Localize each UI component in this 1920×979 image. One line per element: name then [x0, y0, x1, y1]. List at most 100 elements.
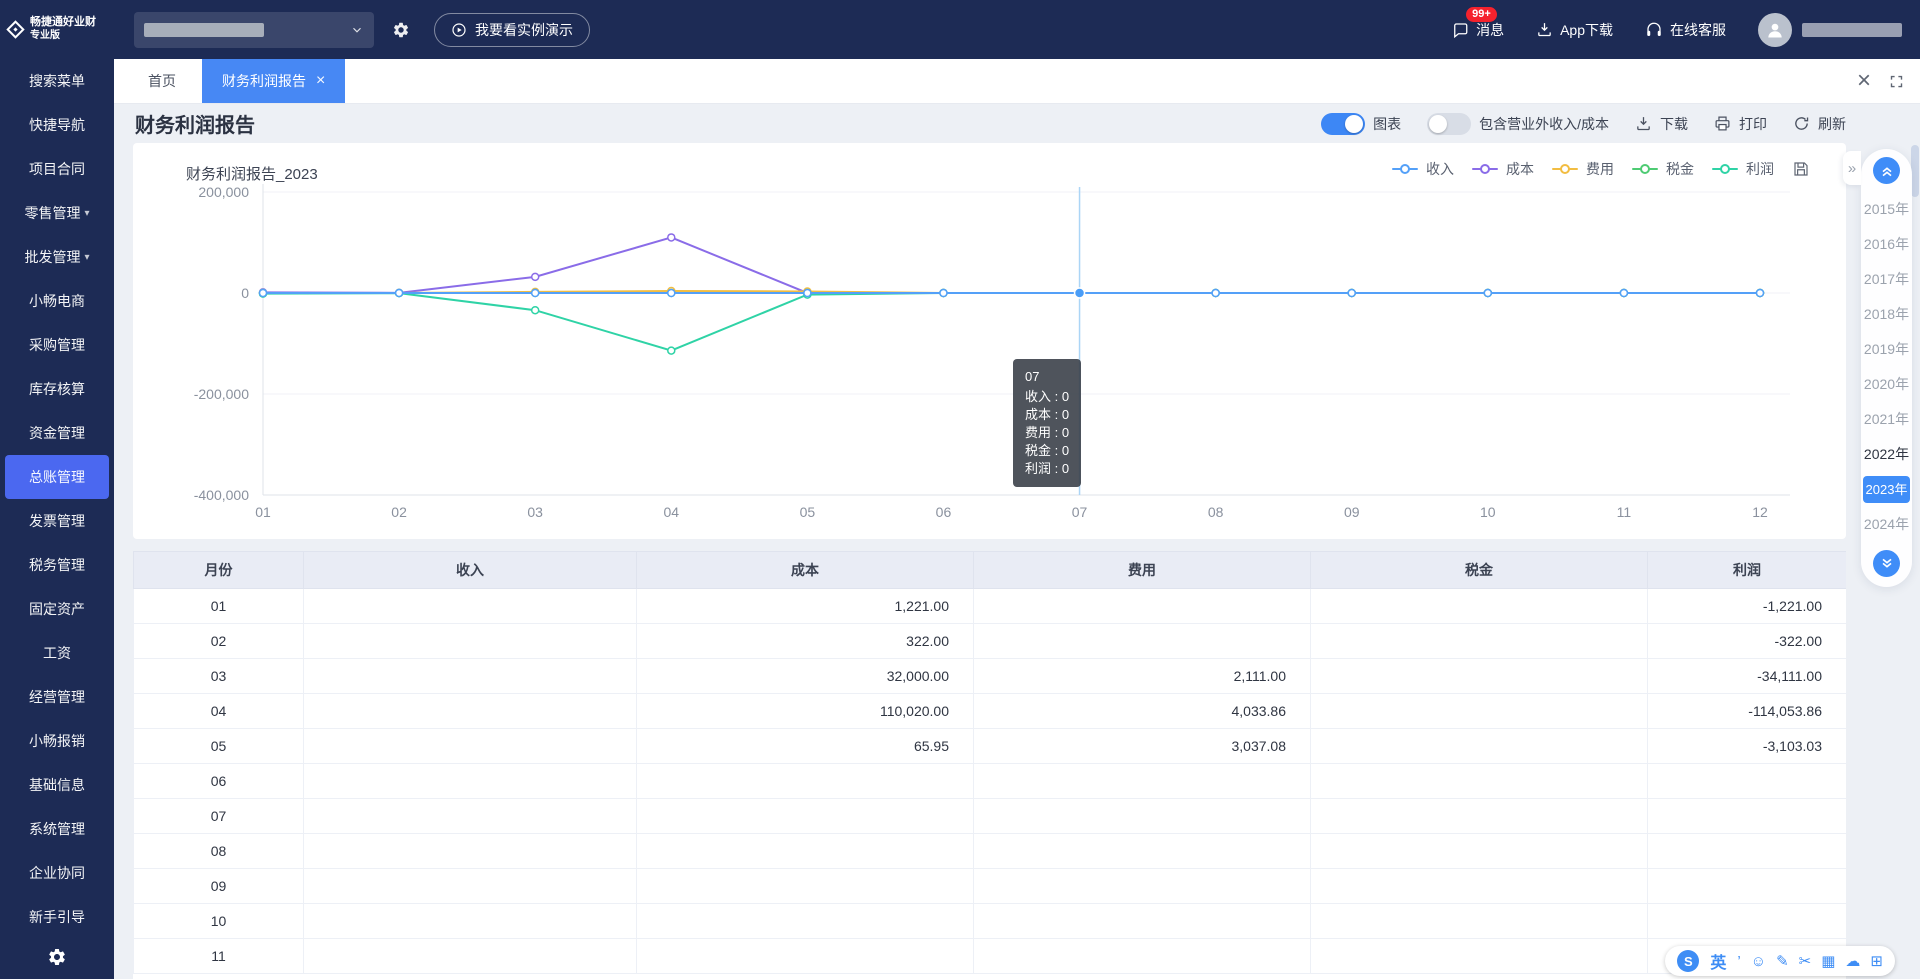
years-scroll-down-button[interactable] [1873, 550, 1900, 577]
years-scroll-up-button[interactable] [1873, 157, 1900, 184]
sidebar-item[interactable]: 采购管理 [5, 323, 109, 367]
table-row[interactable]: 05 65.95 3,037.08 -3,103.03 [133, 728, 1846, 764]
year-option[interactable]: 2018年 [1863, 306, 1910, 322]
app-logo[interactable]: 畅捷通好业财 专业版 [0, 0, 114, 59]
table-row[interactable]: 06 [133, 763, 1846, 799]
profit-line-chart[interactable]: 200,000 0 -200,000 -400,000 01 02 03 04 05 06 07 08… [133, 143, 1846, 539]
save-image-icon[interactable] [1792, 160, 1810, 178]
sidebar-item[interactable]: 零售管理 ▾ [5, 191, 109, 235]
sidebar-item[interactable]: 固定资产 [5, 587, 109, 631]
data-point-income[interactable] [1347, 288, 1356, 298]
sidebar-item[interactable]: 快捷导航 [5, 103, 109, 147]
table-row[interactable]: 11 [133, 938, 1846, 974]
sidebar-item[interactable]: 库存核算 [5, 367, 109, 411]
demo-button[interactable]: 我要看实例演示 [434, 12, 590, 47]
sidebar-item[interactable]: 系统管理 [5, 807, 109, 851]
fullscreen-icon[interactable] [1889, 74, 1904, 89]
year-option[interactable]: 2017年 [1863, 271, 1910, 287]
year-option[interactable]: 2016年 [1863, 236, 1910, 252]
table-row[interactable]: 08 [133, 833, 1846, 869]
close-icon[interactable]: × [1856, 67, 1871, 94]
table-row[interactable]: 07 [133, 798, 1846, 834]
sidebar-item[interactable]: 基础信息 [5, 763, 109, 807]
legend-item[interactable]: 成本 [1472, 159, 1534, 179]
ime-keyboard-icon[interactable]: ▦ [1821, 952, 1836, 970]
sidebar-item[interactable]: 工资 [5, 631, 109, 675]
year-option[interactable]: 2024年 [1863, 516, 1910, 532]
data-point-income[interactable] [394, 288, 404, 298]
chart-toggle-switch[interactable] [1321, 112, 1366, 135]
print-button[interactable]: 打印 [1714, 114, 1767, 134]
table: 月份 收入 成本 费用 税金 利润 01 1,221.00 -1,221.00 02 322.00… [133, 551, 1846, 974]
legend-item[interactable]: 费用 [1552, 159, 1614, 179]
refresh-button[interactable]: 刷新 [1793, 114, 1846, 134]
scrollbar-thumb[interactable] [1911, 145, 1919, 197]
legend-item[interactable]: 收入 [1392, 159, 1454, 179]
ime-language-toggle[interactable]: 英 [1710, 955, 1727, 972]
table-row[interactable]: 09 [133, 868, 1846, 904]
table-row[interactable]: 10 [133, 903, 1846, 939]
data-point-income[interactable] [667, 288, 676, 298]
settings-gear-icon[interactable] [392, 21, 410, 39]
online-support-button[interactable]: 在线客服 [1645, 20, 1726, 40]
sidebar-settings-gear-icon[interactable] [0, 947, 114, 967]
nonoperating-toggle[interactable]: 包含营业外收入/成本 [1427, 112, 1609, 135]
table-row[interactable]: 01 1,221.00 -1,221.00 [133, 588, 1846, 624]
messages-button[interactable]: 99+ 消息 [1451, 6, 1504, 40]
collapse-panel-icon[interactable]: » [1843, 151, 1861, 185]
sidebar-item[interactable]: 资金管理 [5, 411, 109, 455]
year-option[interactable]: 2019年 [1863, 341, 1910, 357]
sidebar-item[interactable]: 经营管理 [5, 675, 109, 719]
sidebar-item[interactable]: 企业协同 [5, 851, 109, 895]
data-point-profit[interactable] [530, 305, 540, 315]
table-row[interactable]: 02 322.00 -322.00 [133, 623, 1846, 659]
legend-item[interactable]: 税金 [1632, 159, 1694, 179]
data-point-cost[interactable] [667, 233, 676, 242]
close-tab-icon[interactable]: × [316, 72, 326, 89]
sidebar-item[interactable]: 小畅电商 [5, 279, 109, 323]
sidebar-item[interactable]: 总账管理 [5, 455, 109, 499]
ime-tone-icon[interactable]: ’ [1737, 952, 1741, 970]
sidebar-item[interactable]: 税务管理 [5, 543, 109, 587]
year-option[interactable]: 2015年 [1863, 201, 1910, 217]
chart-toggle[interactable]: 图表 [1321, 112, 1401, 135]
sidebar-item[interactable]: 批发管理 ▾ [5, 235, 109, 279]
app-download-button[interactable]: App下载 [1536, 20, 1613, 40]
year-option[interactable]: 2020年 [1863, 376, 1910, 392]
highlighted-data-point[interactable] [1073, 287, 1086, 299]
ime-handwriting-icon[interactable]: ✎ [1776, 952, 1789, 970]
sidebar-item[interactable]: 小畅报销 [5, 719, 109, 763]
data-point-income[interactable] [803, 288, 812, 298]
ime-cloud-icon[interactable]: ☁ [1845, 952, 1861, 970]
sidebar-item[interactable]: 项目合同 [5, 147, 109, 191]
user-menu[interactable] [1758, 12, 1902, 47]
nonoperating-toggle-switch[interactable] [1427, 112, 1472, 135]
sidebar-item[interactable]: 新手引导 [5, 895, 109, 939]
data-point-income[interactable] [530, 288, 540, 298]
ime-screenshot-icon[interactable]: ✂ [1798, 952, 1812, 970]
data-point-income[interactable] [258, 288, 268, 298]
tab-item[interactable]: 首页 [122, 59, 202, 103]
year-option[interactable]: 2023年 [1863, 476, 1910, 503]
year-option[interactable]: 2021年 [1863, 411, 1910, 427]
data-point-income[interactable] [1211, 288, 1220, 298]
data-point-income[interactable] [1483, 288, 1493, 298]
data-point-profit[interactable] [667, 346, 676, 355]
sidebar-item[interactable]: 发票管理 [5, 499, 109, 543]
data-point-cost[interactable] [530, 272, 540, 282]
table-row[interactable]: 03 32,000.00 2,111.00 -34,111.00 [133, 658, 1846, 694]
ime-logo[interactable]: S [1677, 950, 1700, 972]
year-option[interactable]: 2022年 [1863, 446, 1910, 462]
legend-item[interactable]: 利润 [1712, 159, 1774, 179]
data-point-income[interactable] [1755, 288, 1765, 298]
x-axis-label: 04 [663, 504, 679, 520]
ime-toolbox-icon[interactable]: ⊞ [1870, 952, 1883, 970]
data-point-income[interactable] [1619, 288, 1629, 298]
tab-active[interactable]: 财务利润报告 × [202, 59, 346, 103]
ime-emoji-icon[interactable]: ☺ [1750, 952, 1767, 970]
download-button[interactable]: 下载 [1635, 114, 1688, 134]
data-point-income[interactable] [939, 288, 948, 298]
org-select[interactable] [134, 11, 374, 48]
sidebar-item[interactable]: 搜索菜单 [5, 59, 109, 103]
table-row[interactable]: 04 110,020.00 4,033.86 -114,053.86 [133, 693, 1846, 729]
